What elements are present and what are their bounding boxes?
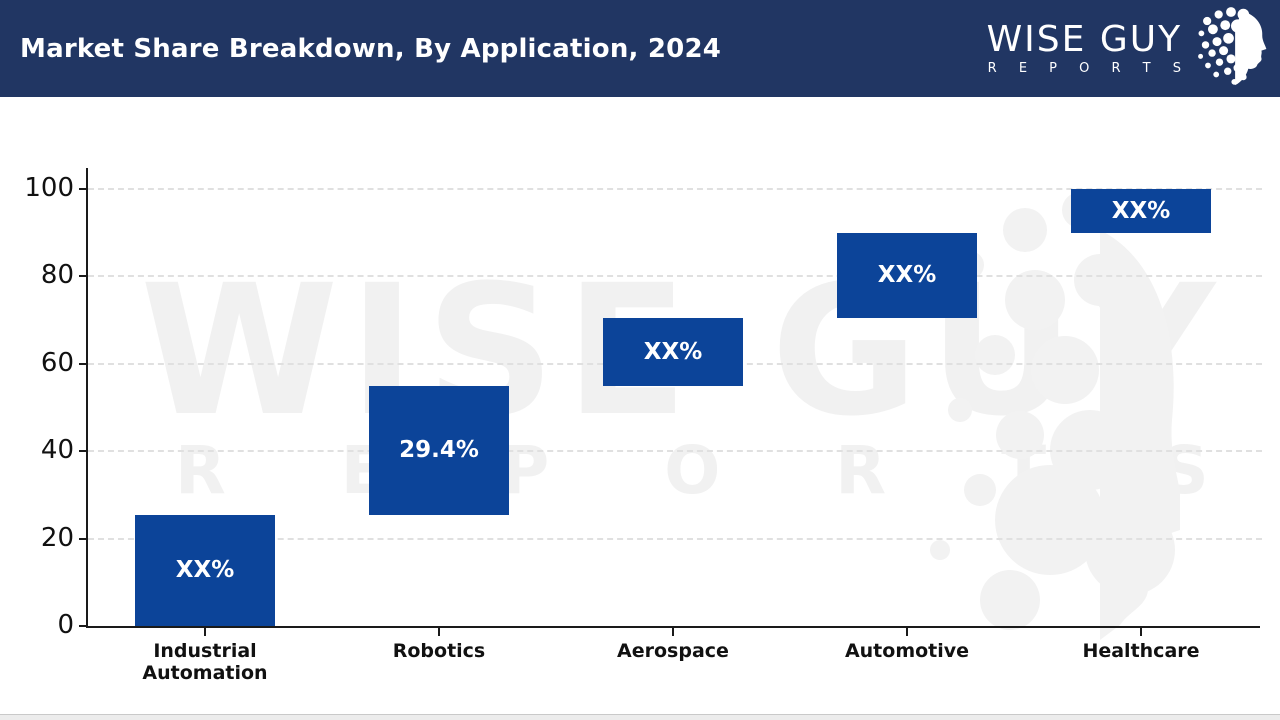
wiseguy-face-icon: [1198, 6, 1267, 85]
y-tick-label: 40: [40, 435, 74, 466]
logo-wordmark: WISE GUY: [986, 18, 1183, 60]
bar-segment: XX%: [837, 232, 977, 318]
bar-value-label: XX%: [877, 262, 937, 289]
bar-value-label: XX%: [175, 557, 235, 584]
bar-value-label: 29.4%: [399, 437, 479, 464]
x-tick-mark: [1140, 628, 1142, 636]
x-axis-line: [86, 626, 1260, 628]
y-tick-mark: [79, 188, 87, 190]
y-axis-line: [86, 168, 88, 628]
y-gridline: [88, 275, 1262, 278]
y-gridline: [88, 537, 1262, 540]
bar-segment: XX%: [1071, 189, 1211, 233]
x-tick-label: Automotive: [844, 640, 970, 662]
wiseguy-logo: WISE GUY R E P O R T S: [979, 5, 1268, 93]
y-tick-label: 20: [40, 522, 74, 553]
y-gridline: [88, 450, 1262, 453]
y-tick-mark: [79, 625, 87, 627]
y-tick-label: 100: [24, 173, 74, 203]
bar-segment: 29.4%: [369, 386, 509, 515]
y-tick-mark: [79, 450, 87, 453]
x-tick-label: Aerospace: [617, 640, 729, 662]
y-gridline: [88, 188, 1262, 190]
x-tick-label: Robotics: [392, 640, 486, 662]
y-tick-label: 80: [40, 260, 74, 291]
y-tick-label: 60: [40, 347, 74, 378]
page-title: Market Share Breakdown, By Application, …: [20, 33, 722, 64]
wiseguy-logo-text: WISE GUY R E P O R T S: [979, 18, 1190, 76]
y-tick-label: 0: [57, 610, 74, 640]
header-bar: Market Share Breakdown, By Application, …: [0, 0, 1280, 97]
footer-strip: [0, 714, 1280, 720]
x-tick-mark: [204, 628, 206, 636]
y-tick-mark: [79, 537, 87, 540]
x-tick-label: Healthcare: [1082, 640, 1200, 662]
y-tick-mark: [79, 362, 87, 365]
x-tick-label: Industrial Automation: [142, 640, 268, 685]
watermark-face-icon: [930, 192, 1180, 640]
bar-value-label: XX%: [643, 338, 703, 365]
bar-segment: XX%: [603, 317, 743, 387]
logo-subtitle: R E P O R T S: [987, 60, 1190, 76]
x-tick-mark: [906, 628, 908, 636]
bar-segment: XX%: [135, 514, 275, 626]
bar-value-label: XX%: [1111, 197, 1171, 224]
x-tick-mark: [672, 628, 674, 636]
y-tick-mark: [79, 275, 87, 278]
x-tick-mark: [438, 628, 440, 636]
